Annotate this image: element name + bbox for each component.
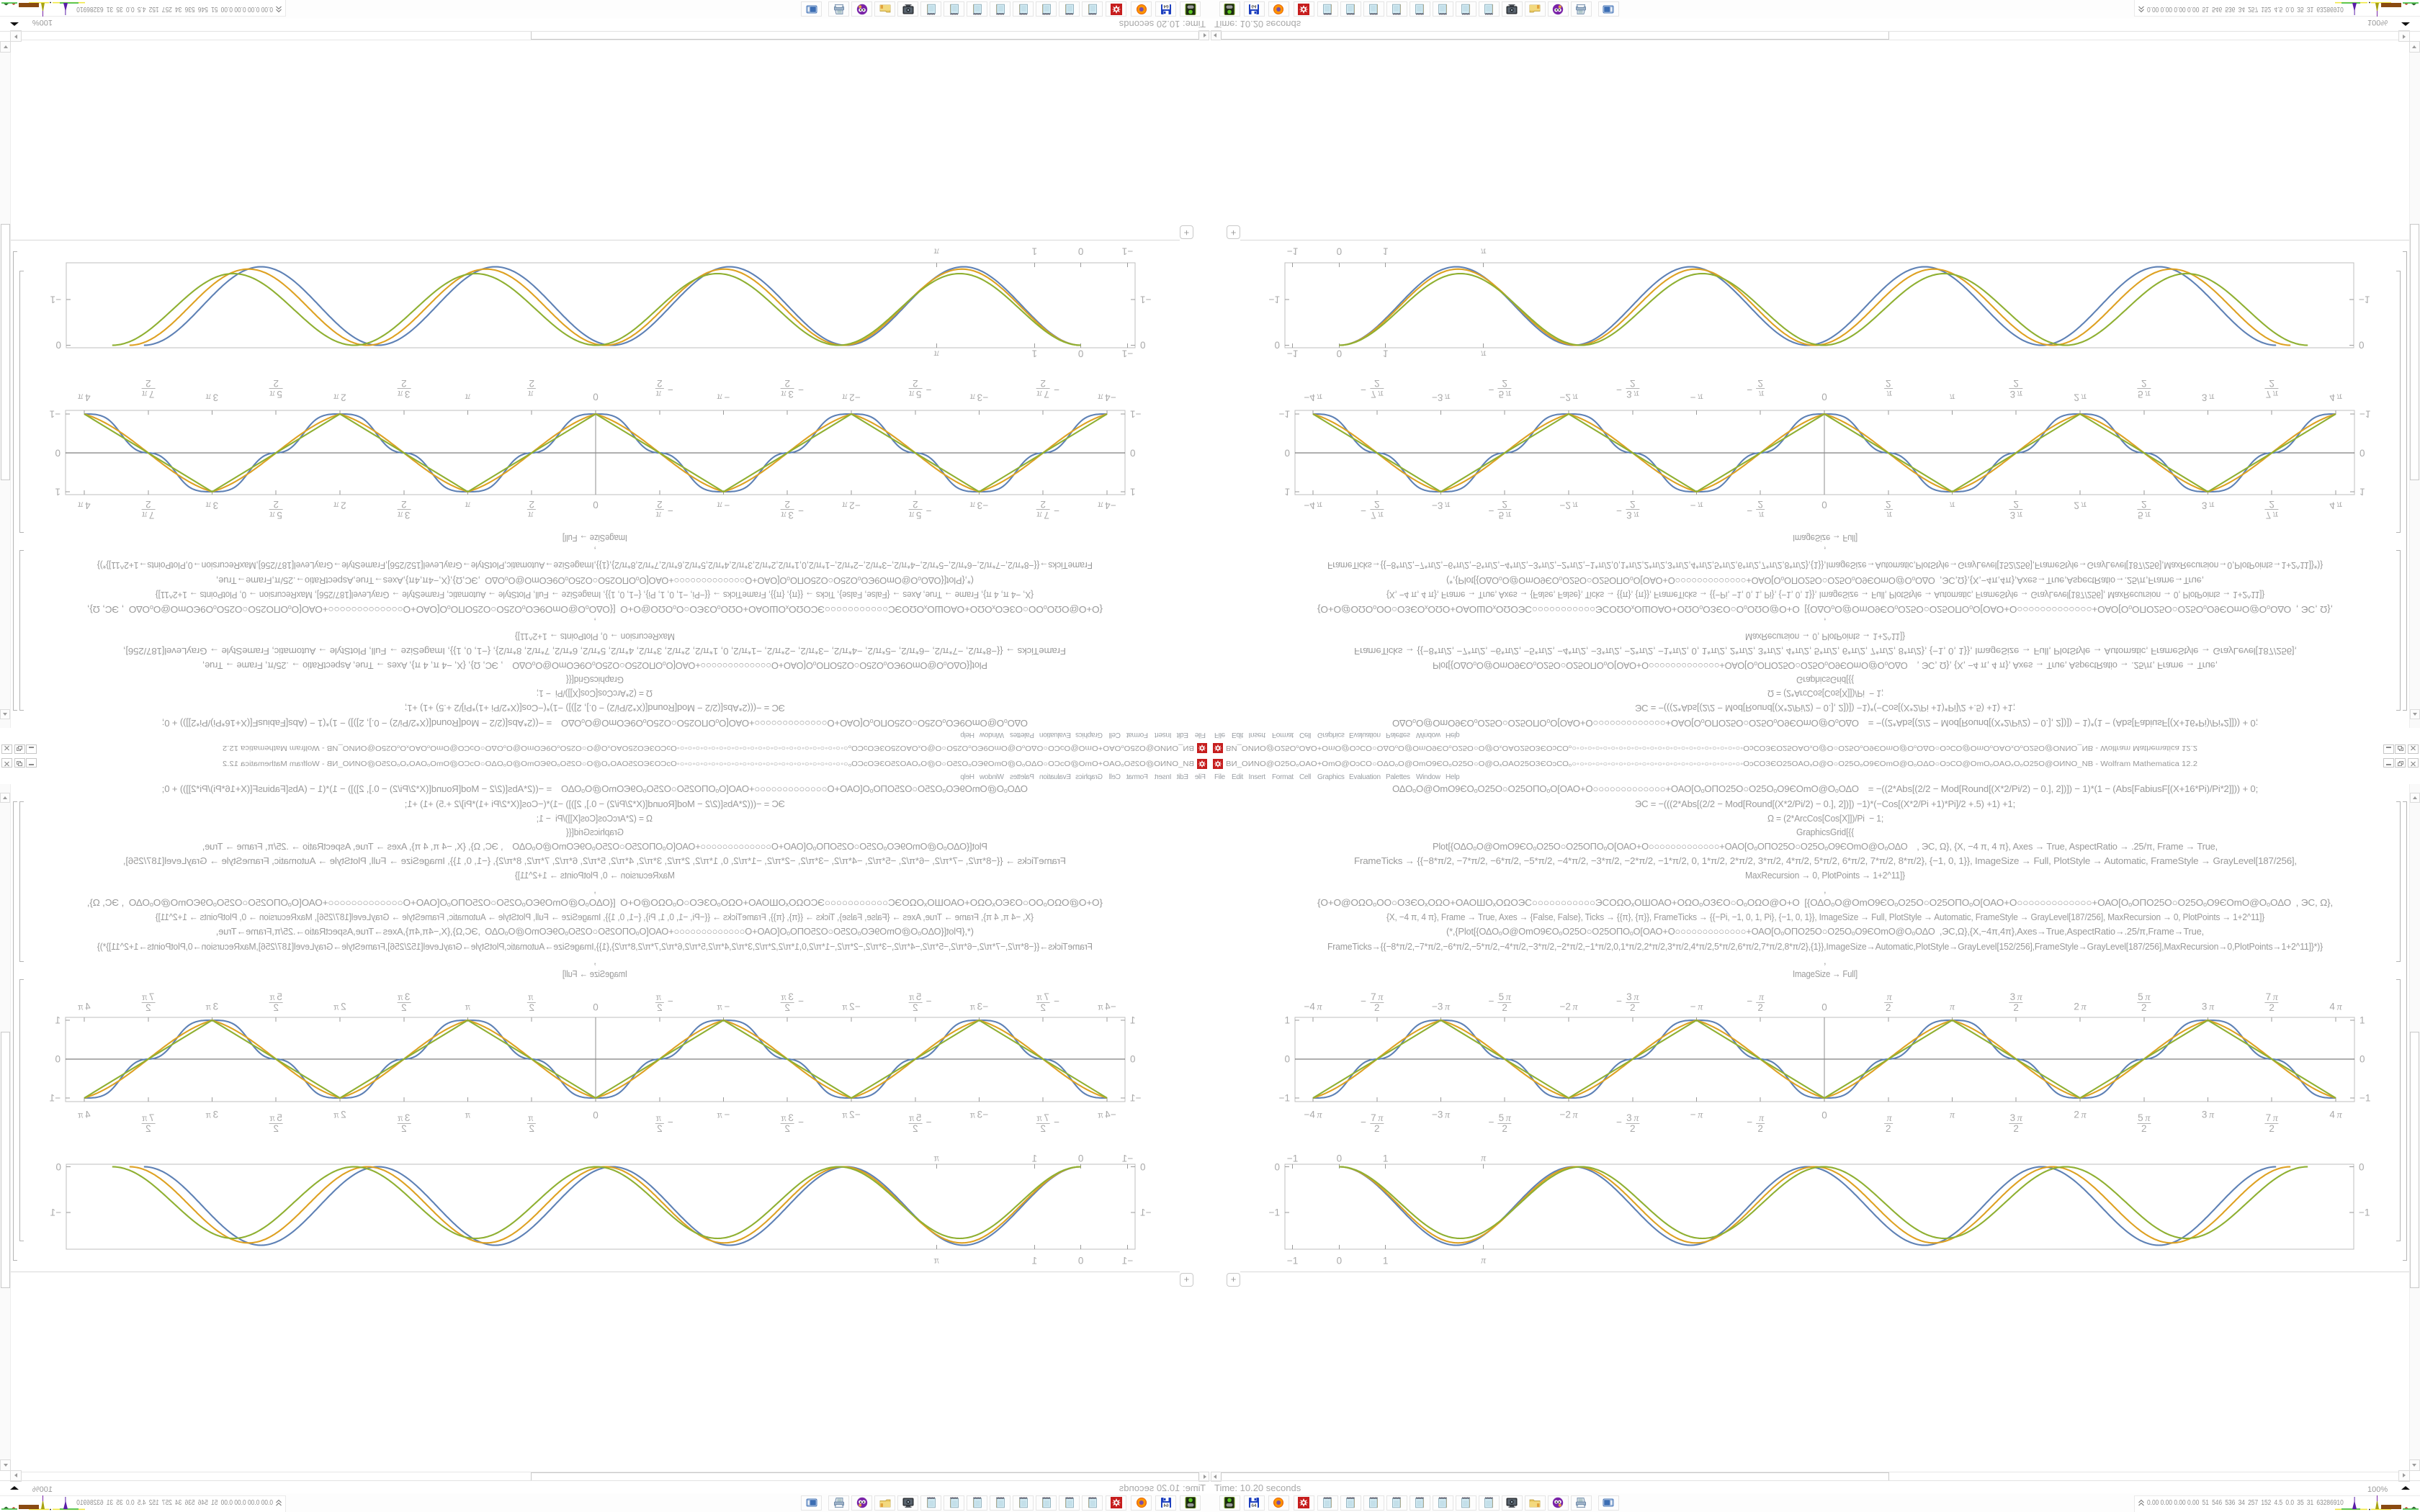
svg-text:64: 64	[1163, 1503, 1169, 1508]
svg-text:64: 64	[1163, 4, 1169, 9]
svg-text:64: 64	[1251, 1503, 1257, 1508]
svg-text:64: 64	[1251, 4, 1257, 9]
